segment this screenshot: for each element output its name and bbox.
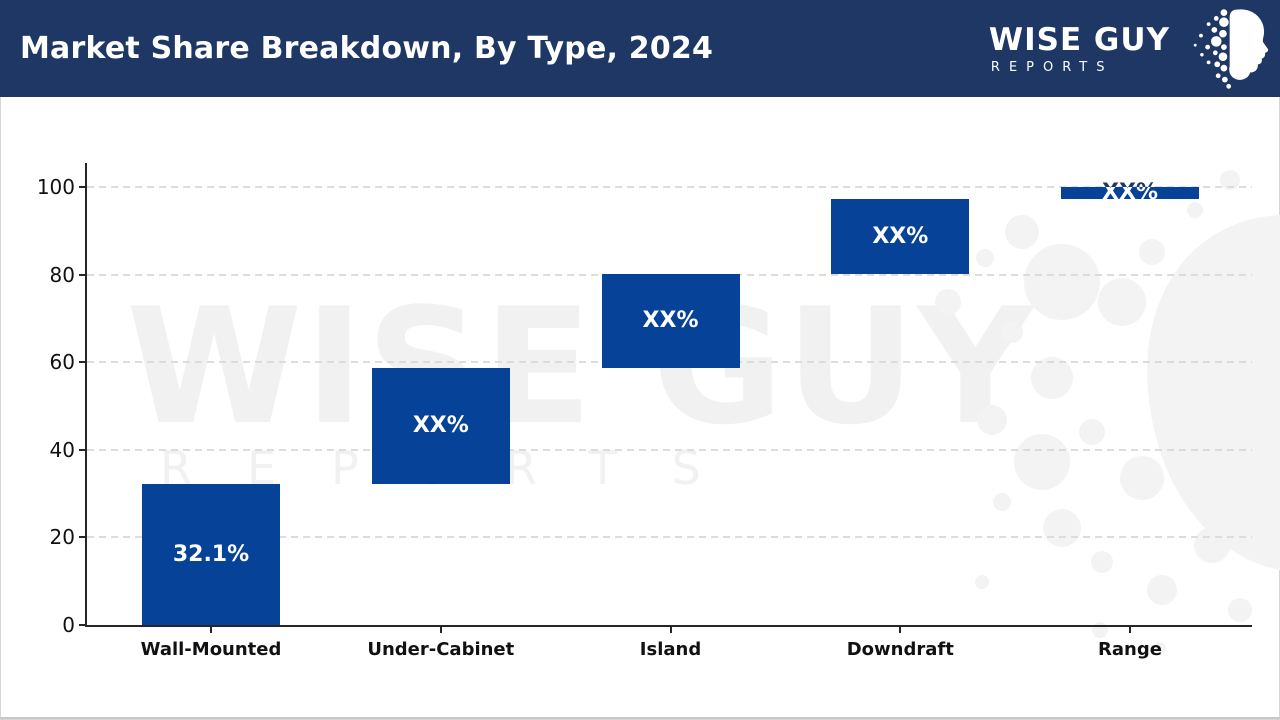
bar [831,199,970,275]
bar-value-label: XX% [872,223,929,249]
x-tick-mark [1129,627,1131,633]
x-tick-label: Downdraft [846,639,954,660]
x-axis-line [85,625,1252,627]
gridline [87,448,1252,451]
y-tick-label: 0 [62,613,75,637]
x-tick-mark [210,627,212,633]
y-tick-mark [79,536,87,539]
brand-subtitle: REPORTS [990,59,1114,75]
x-tick-label: Island [639,639,702,660]
brand-logo-text: WISE GUY REPORTS [988,21,1170,75]
watermark-text-primary: WISE GUY [126,273,1036,460]
y-tick-label: 80 [49,262,75,287]
y-tick-mark [79,448,87,451]
x-tick-mark [439,627,442,633]
y-tick-mark [79,361,87,364]
y-axis-line [85,163,87,627]
bar-value-label: XX% [1102,180,1158,206]
bar [1061,187,1199,200]
y-tick-label: 20 [49,525,75,550]
bar [371,367,510,485]
bar-value-label: 32.1% [172,541,250,567]
y-tick-mark [79,186,87,189]
chart-area: WISE GUY REPORTS 32.1%XX%XX%XX [0,97,1280,720]
x-tick-mark [899,627,902,633]
watermark-face-icon [935,170,1280,654]
header-bar: Market Share Breakdown, By Type, 2024 WI… [0,0,1280,97]
x-tick-label: Range [1098,639,1162,660]
y-tick-label: 100 [36,175,75,200]
brand-name: WISE GUY [988,21,1170,58]
bottom-divider [0,717,1280,719]
bar-value-label: XX% [412,413,469,439]
gridline [87,536,1252,539]
page-title: Market Share Breakdown, By Type, 2024 [20,31,714,66]
x-tick-label: Wall-Mounted [140,639,282,660]
bar [601,274,740,368]
bar [142,484,280,625]
y-tick-mark [79,273,87,276]
y-tick-mark [79,624,87,626]
x-tick-label: Under-Cabinet [367,639,515,660]
bar-value-label: XX% [642,307,699,333]
brand-face-icon [1193,9,1269,89]
y-tick-label: 60 [49,350,75,375]
y-tick-label: 40 [49,437,75,462]
gridline [87,186,1252,189]
brand-logo: WISE GUY REPORTS [989,4,1272,94]
x-tick-mark [669,627,672,633]
